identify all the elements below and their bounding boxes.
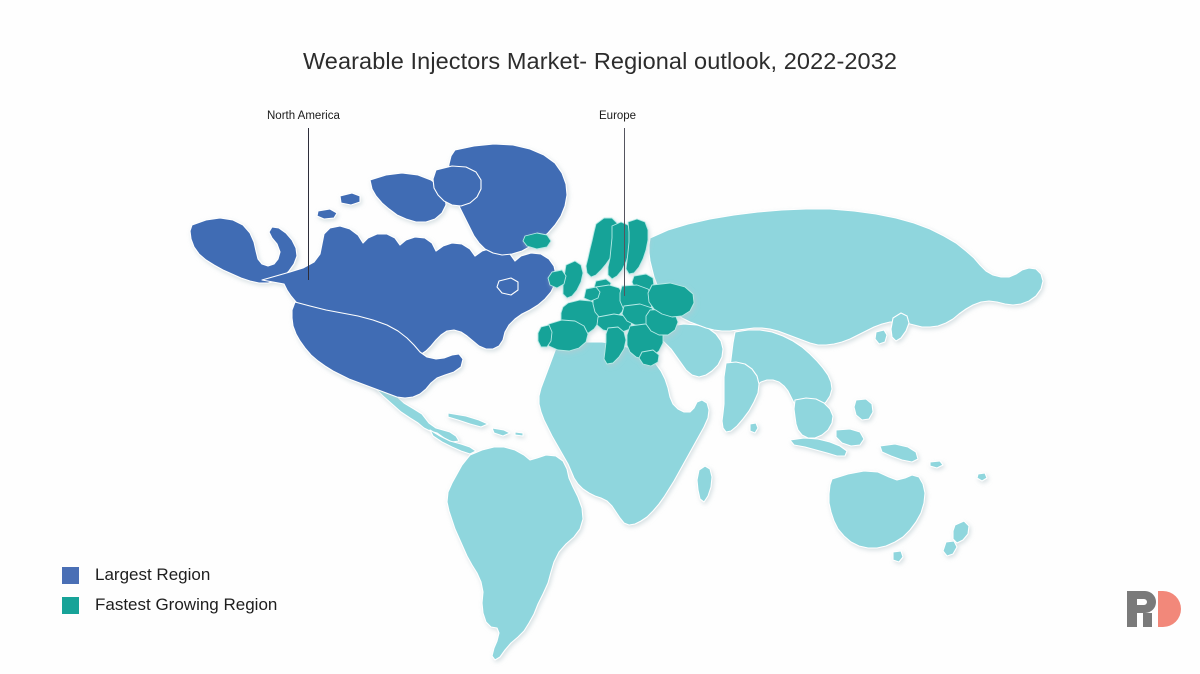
map-country-south-america <box>446 446 584 661</box>
map-country-borneo <box>835 428 865 447</box>
legend-item-largest-region: Largest Region <box>62 560 277 590</box>
map-country-hispaniola <box>491 427 511 437</box>
map-country-portugal <box>537 324 553 348</box>
map-country-benelux <box>583 286 601 302</box>
map-region-europe-fastest-growing <box>522 217 695 367</box>
map-country-philippines <box>853 398 874 421</box>
logo-d-mark <box>1158 591 1181 627</box>
map-island-solomon <box>929 460 944 469</box>
map-island-newfoundland <box>496 277 519 296</box>
legend-item-fastest-growing-region: Fastest Growing Region <box>62 590 277 620</box>
map-country-central-america <box>429 429 477 455</box>
map-country-greece <box>638 349 660 367</box>
map-island-fiji <box>976 472 988 482</box>
map-region-north-america-largest <box>189 143 568 399</box>
callout-label-europe: Europe <box>599 110 637 122</box>
map-country-new-guinea <box>879 443 919 463</box>
legend-swatch-fastest-growing-region <box>62 596 79 614</box>
map-island-arctic-small-a <box>339 192 361 206</box>
map-region-rest-of-world <box>327 208 1044 661</box>
legend: Largest Region Fastest Growing Region <box>62 560 277 620</box>
map-country-new-zealand <box>952 520 970 544</box>
map-country-russia-asia <box>648 208 1044 346</box>
legend-label-largest-region: Largest Region <box>95 565 211 584</box>
map-country-puerto-rico <box>514 431 524 437</box>
map-country-sri-lanka <box>749 422 759 434</box>
page-title: Wearable Injectors Market- Regional outl… <box>302 48 898 74</box>
map-country-caribbean-cuba <box>447 412 489 428</box>
map-country-tasmania <box>892 550 904 563</box>
map-country-africa <box>538 341 710 526</box>
map-country-ireland <box>547 269 567 289</box>
map-country-iceland <box>522 232 552 250</box>
callout-label-north-america: North America <box>267 110 340 122</box>
map-country-united-states <box>291 301 464 399</box>
map-country-australia <box>828 470 926 549</box>
map-country-united-kingdom <box>562 260 584 299</box>
map-country-ukraine-belarus <box>647 282 695 318</box>
legend-label-fastest-growing-region: Fastest Growing Region <box>95 595 278 614</box>
map-country-southeast-asia <box>793 397 834 439</box>
map-country-japan <box>890 312 910 342</box>
map-country-new-zealand-south <box>942 540 958 557</box>
brand-logo <box>1125 589 1183 629</box>
map-country-alps-switzerland-austria <box>596 313 633 333</box>
map-country-finland <box>625 218 649 275</box>
map-country-italy <box>603 326 627 365</box>
callout-leader-line-north-america <box>308 128 309 280</box>
map-country-alaska <box>189 217 298 284</box>
map-country-norway <box>585 217 620 278</box>
map-country-india <box>721 361 760 433</box>
map-country-canadian-arctic-islands <box>369 172 447 223</box>
legend-swatch-largest-region <box>62 566 79 584</box>
logo-r-leg <box>1143 613 1152 627</box>
callout-leader-line-europe <box>624 128 625 296</box>
map-country-korea-east <box>874 329 888 345</box>
map-country-baffin-island <box>432 165 482 207</box>
map-island-arctic-small-b <box>316 208 338 220</box>
map-country-indonesia <box>789 437 848 457</box>
logo-r-mark <box>1127 591 1156 627</box>
map-country-madagascar <box>696 465 713 503</box>
brand-logo-svg <box>1127 591 1181 627</box>
